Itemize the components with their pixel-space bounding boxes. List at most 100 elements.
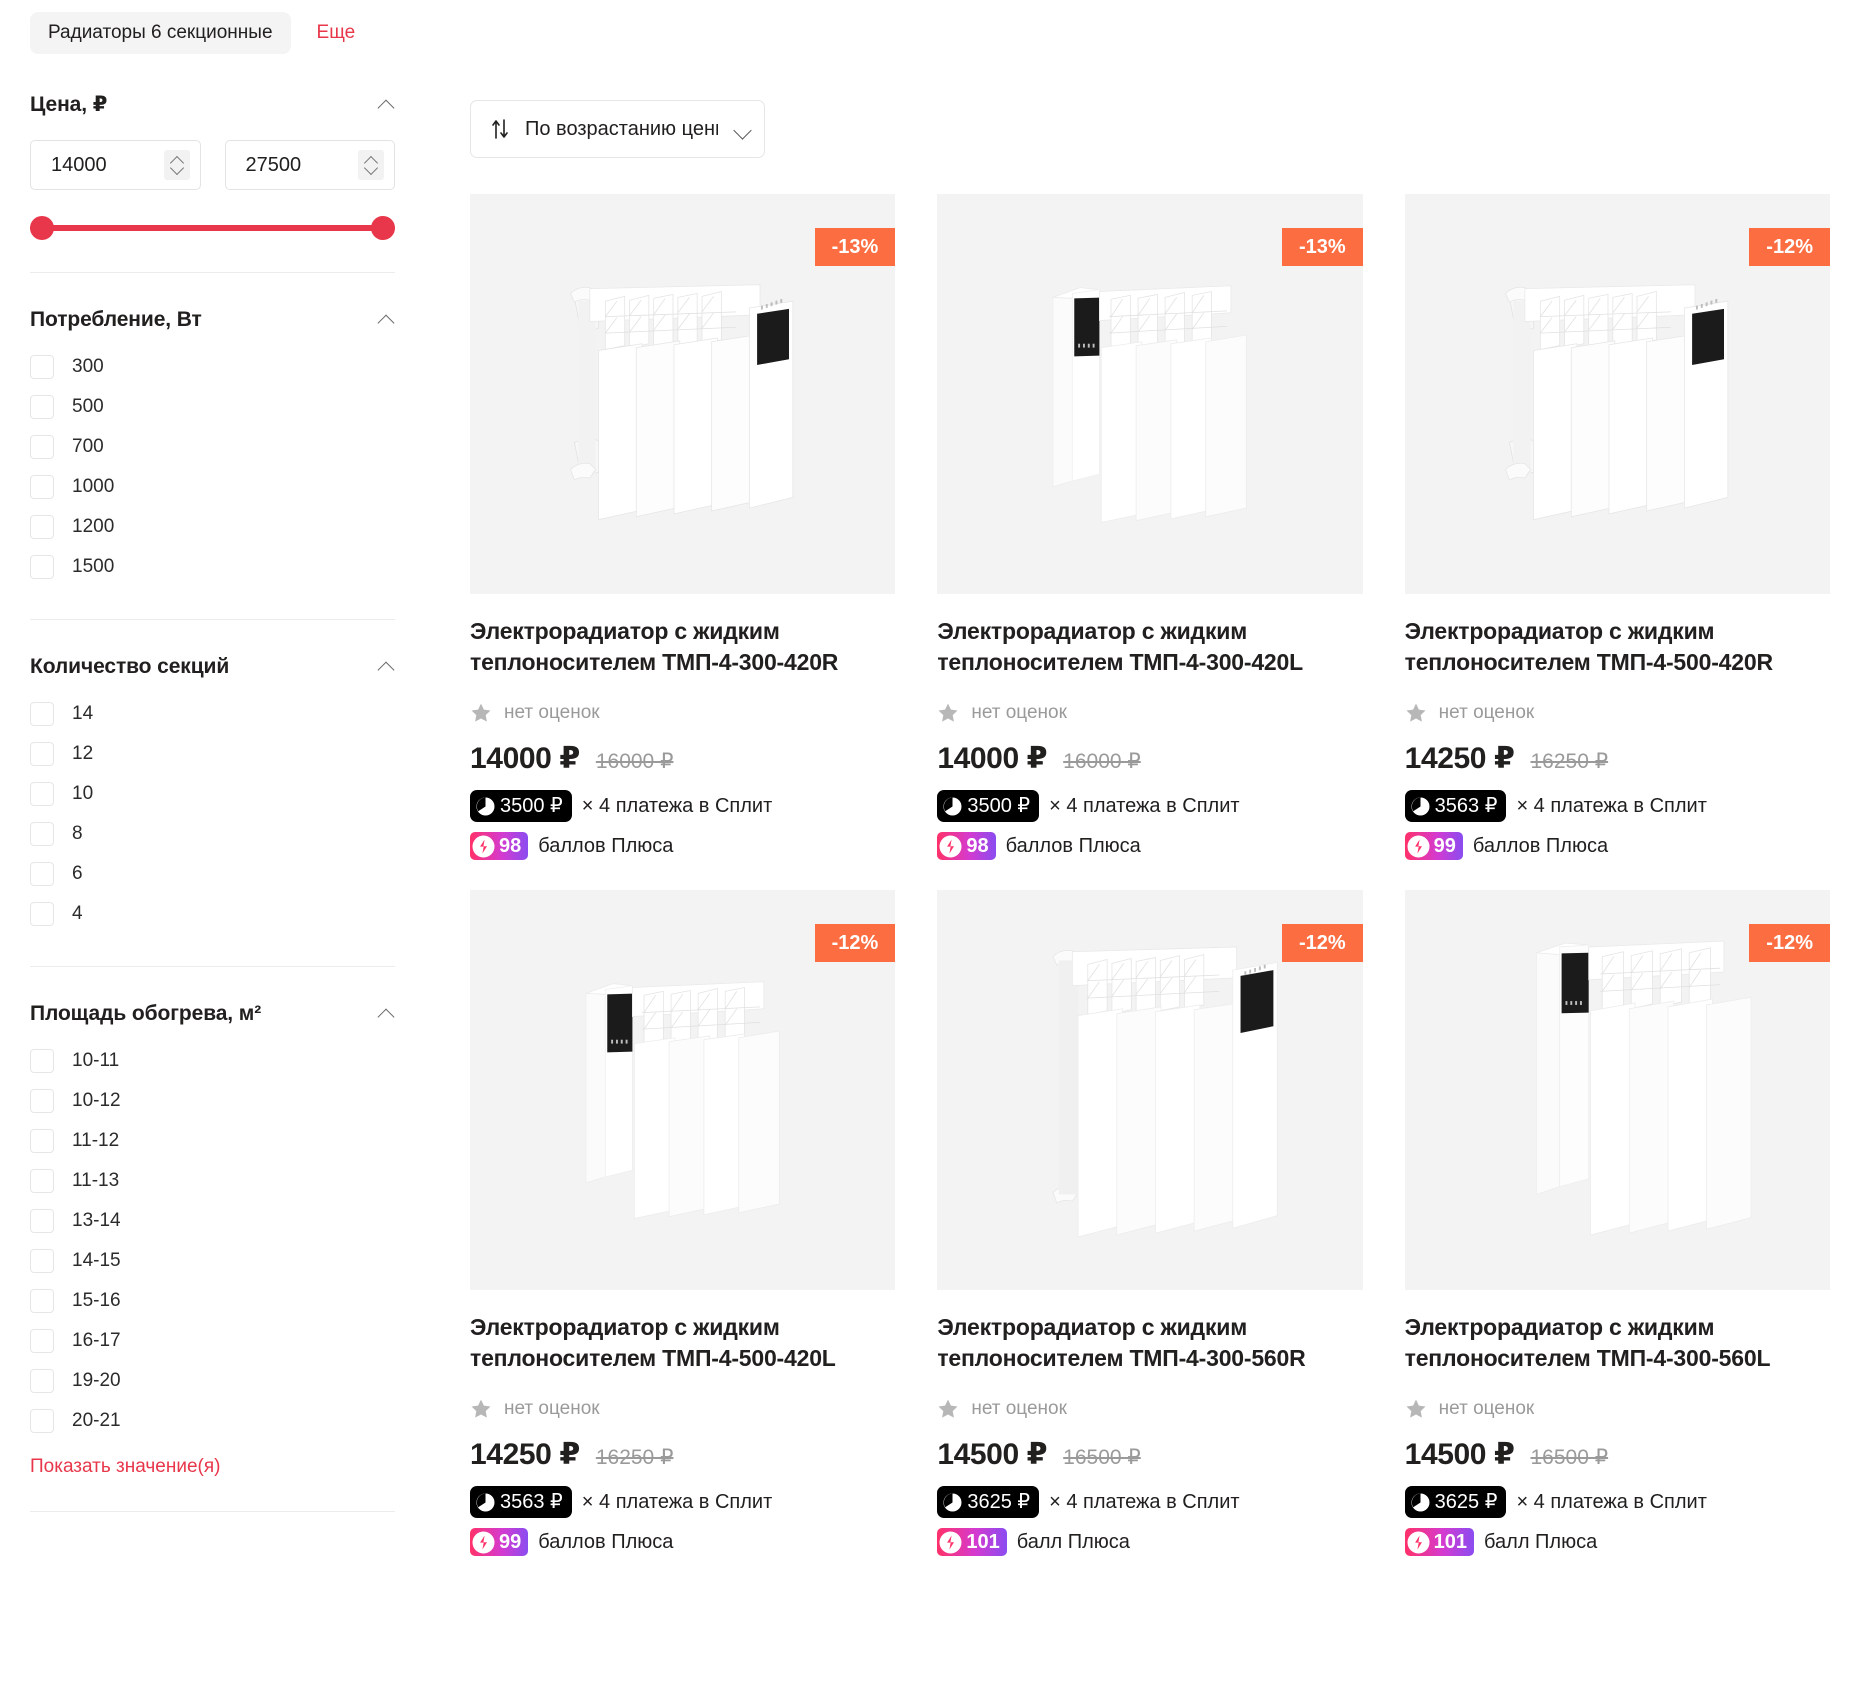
- product-thumbnail[interactable]: -12%: [937, 890, 1363, 1290]
- filter-option[interactable]: 16-17: [30, 1321, 430, 1361]
- price-max-stepper[interactable]: [358, 150, 384, 180]
- product-old-price: 16250 ₽: [595, 1446, 674, 1469]
- filter-option[interactable]: 1500: [30, 547, 430, 587]
- price-slider-handle-max[interactable]: [371, 216, 395, 240]
- checkbox-icon[interactable]: [30, 1169, 54, 1193]
- product-card[interactable]: -12%: [1404, 890, 1830, 1556]
- checkbox-icon[interactable]: [30, 1249, 54, 1273]
- filter-option[interactable]: 4: [30, 894, 430, 934]
- chevron-up-icon[interactable]: [378, 1009, 395, 1019]
- checkbox-icon[interactable]: [30, 1329, 54, 1353]
- filter-option[interactable]: 1200: [30, 507, 430, 547]
- split-badge: 3625 ₽: [1404, 1486, 1507, 1518]
- checkbox-icon[interactable]: [30, 435, 54, 459]
- price-min-field[interactable]: [30, 140, 201, 190]
- split-amount: 3563 ₽: [500, 1491, 563, 1513]
- price-min-stepper[interactable]: [163, 150, 190, 180]
- chevron-up-icon[interactable]: [378, 315, 395, 325]
- filter-option[interactable]: 11-12: [30, 1121, 430, 1161]
- filter-option[interactable]: 10-11: [30, 1041, 430, 1081]
- checkbox-icon[interactable]: [30, 862, 54, 886]
- filter-option[interactable]: 6: [30, 854, 430, 894]
- sort-select[interactable]: По возрастанию цены: [470, 100, 765, 158]
- checkbox-icon[interactable]: [30, 1129, 54, 1153]
- chips-more-link[interactable]: Еще: [316, 22, 356, 43]
- product-title[interactable]: Электрорадиатор с жидким теплоносителем …: [1404, 1314, 1771, 1371]
- product-thumbnail[interactable]: -12%: [470, 890, 896, 1290]
- price-range-inputs: [30, 140, 430, 190]
- checkbox-icon[interactable]: [30, 742, 54, 766]
- checkbox-icon[interactable]: [30, 782, 54, 806]
- chevron-up-icon[interactable]: [378, 662, 395, 672]
- show-values-link[interactable]: Показать значение(я): [30, 1456, 221, 1477]
- plus-logo-icon: [939, 835, 962, 858]
- filter-option[interactable]: 500: [30, 387, 430, 427]
- checkbox-icon[interactable]: [30, 395, 54, 419]
- product-thumbnail[interactable]: -12%: [1404, 890, 1830, 1290]
- plus-points: 98: [499, 835, 522, 857]
- filter-option[interactable]: 19-20: [30, 1361, 430, 1401]
- checkbox-icon[interactable]: [30, 1289, 54, 1313]
- rating-text: нет оценок: [504, 702, 600, 723]
- checkbox-icon[interactable]: [30, 822, 54, 846]
- price-max-field[interactable]: [224, 140, 395, 190]
- filter-option[interactable]: 700: [30, 427, 430, 467]
- checkbox-icon[interactable]: [30, 1209, 54, 1233]
- filter-option[interactable]: 8: [30, 814, 430, 854]
- facet-sections-header[interactable]: Количество секций: [30, 620, 430, 680]
- price-range-slider[interactable]: [30, 216, 430, 240]
- product-thumbnail[interactable]: -13%: [937, 194, 1363, 594]
- facet-price-header[interactable]: Цена, ₽: [30, 58, 430, 118]
- filter-option[interactable]: 12: [30, 734, 430, 774]
- chevron-up-icon[interactable]: [378, 100, 395, 110]
- split-pie-icon: [476, 797, 495, 816]
- checkbox-icon[interactable]: [30, 702, 54, 726]
- filter-option-label: 15-16: [72, 1290, 121, 1311]
- product-title[interactable]: Электрорадиатор с жидким теплоносителем …: [937, 618, 1303, 675]
- checkbox-icon[interactable]: [30, 475, 54, 499]
- checkbox-icon[interactable]: [30, 555, 54, 579]
- checkbox-icon[interactable]: [30, 1369, 54, 1393]
- facet-power-header[interactable]: Потребление, Вт: [30, 273, 430, 333]
- chip-active-category[interactable]: Радиаторы 6 секционные: [30, 12, 291, 54]
- filter-option[interactable]: 15-16: [30, 1281, 430, 1321]
- checkbox-icon[interactable]: [30, 1409, 54, 1433]
- product-card[interactable]: -13%: [937, 194, 1363, 860]
- product-title[interactable]: Электрорадиатор с жидким теплоносителем …: [1404, 618, 1773, 675]
- filter-option[interactable]: 11-13: [30, 1161, 430, 1201]
- filter-option[interactable]: 14-15: [30, 1241, 430, 1281]
- product-card[interactable]: -12%: [470, 890, 896, 1556]
- split-pie-icon: [943, 1493, 962, 1512]
- filter-option[interactable]: 14: [30, 694, 430, 734]
- price-max-input[interactable]: [243, 152, 358, 178]
- filter-option[interactable]: 300: [30, 347, 430, 387]
- star-icon: [1405, 702, 1427, 724]
- price-min-input[interactable]: [49, 152, 164, 178]
- product-card[interactable]: -12%: [1404, 194, 1830, 860]
- plus-badge: 101: [1404, 1528, 1475, 1556]
- product-thumbnail[interactable]: -13%: [470, 194, 896, 594]
- split-amount: 3625 ₽: [1434, 1491, 1498, 1513]
- filter-option[interactable]: 10-12: [30, 1081, 430, 1121]
- product-card[interactable]: -13%: [470, 194, 896, 860]
- checkbox-icon[interactable]: [30, 515, 54, 539]
- checkbox-icon[interactable]: [30, 902, 54, 926]
- product-title[interactable]: Электрорадиатор с жидким теплоносителем …: [937, 1314, 1306, 1371]
- product-title[interactable]: Электрорадиатор с жидким теплоносителем …: [470, 1314, 836, 1371]
- product-title[interactable]: Электрорадиатор с жидким теплоносителем …: [470, 618, 839, 675]
- facet-heating-area-header[interactable]: Площадь обогрева, м²: [30, 967, 430, 1027]
- checkbox-icon[interactable]: [30, 1089, 54, 1113]
- product-thumbnail[interactable]: -12%: [1404, 194, 1830, 594]
- filter-option[interactable]: 10: [30, 774, 430, 814]
- product-card[interactable]: -12%: [937, 890, 1363, 1556]
- chevron-down-icon[interactable]: [734, 124, 752, 135]
- plus-logo-icon: [1407, 1531, 1430, 1554]
- price-slider-handle-min[interactable]: [30, 216, 54, 240]
- plus-text: баллов Плюса: [1005, 834, 1141, 857]
- filter-option[interactable]: 1000: [30, 467, 430, 507]
- checkbox-icon[interactable]: [30, 355, 54, 379]
- filter-option[interactable]: 13-14: [30, 1201, 430, 1241]
- filter-option[interactable]: 20-21: [30, 1401, 430, 1441]
- product-price: 14250 ₽: [470, 1438, 580, 1471]
- checkbox-icon[interactable]: [30, 1049, 54, 1073]
